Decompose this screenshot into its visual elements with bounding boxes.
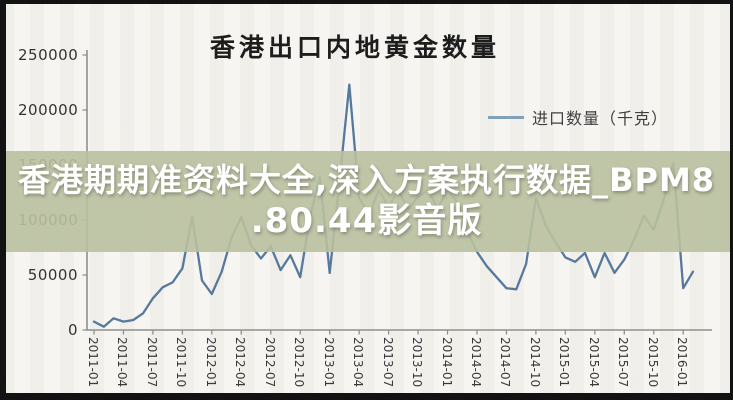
watermark-text-line-2: .80.44影音版 — [250, 201, 483, 242]
x-tick-label: 2014-01 — [439, 337, 454, 388]
x-tick-label: 2015-01 — [557, 337, 572, 388]
x-tick-label: 2015-04 — [586, 337, 601, 388]
x-tick-label: 2014-07 — [498, 337, 513, 388]
x-tick-label: 2011-04 — [115, 337, 130, 388]
photo-frame-right — [730, 0, 733, 400]
x-tick-label: 2013-01 — [321, 337, 336, 388]
x-tick-label: 2012-10 — [292, 337, 307, 388]
photo-frame-top — [0, 0, 733, 4]
legend: 进口数量（千克） — [488, 105, 668, 129]
watermark-banner: 香港期期准资料大全,深入方案执行数据_BPM8 .80.44影音版 — [0, 151, 733, 252]
watermark-text-line-1: 香港期期准资料大全,深入方案执行数据_BPM8 — [17, 160, 716, 199]
x-tick-label: 2012-01 — [203, 337, 218, 388]
x-tick-label: 2012-04 — [233, 337, 248, 388]
y-tick-label: 0 — [67, 321, 78, 339]
x-tick-label: 2013-07 — [380, 337, 395, 388]
photo-frame-left — [0, 0, 6, 400]
y-tick-label: 50000 — [27, 266, 78, 284]
x-tick-label: 2011-01 — [86, 337, 100, 388]
y-tick-label: 200000 — [18, 101, 79, 119]
legend-label: 进口数量（千克） — [532, 109, 669, 128]
photo-frame-bottom — [0, 393, 733, 400]
x-tick-label: 2015-10 — [645, 337, 660, 388]
x-tick-label: 2016-01 — [675, 337, 690, 388]
y-tick-label: 250000 — [18, 46, 79, 64]
x-tick-label: 2012-07 — [262, 337, 277, 388]
x-tick-label: 2014-04 — [468, 337, 483, 388]
x-tick-label: 2013-10 — [410, 337, 425, 388]
legend-line-icon — [488, 115, 524, 119]
x-tick-label: 2014-10 — [527, 337, 542, 388]
x-tick-label: 2013-04 — [351, 337, 366, 388]
x-tick-label: 2011-10 — [174, 337, 189, 388]
x-tick-label: 2015-07 — [616, 337, 631, 388]
chart-title: 香港出口内地黄金数量 — [209, 35, 500, 62]
x-tick-label: 2011-07 — [144, 337, 159, 388]
